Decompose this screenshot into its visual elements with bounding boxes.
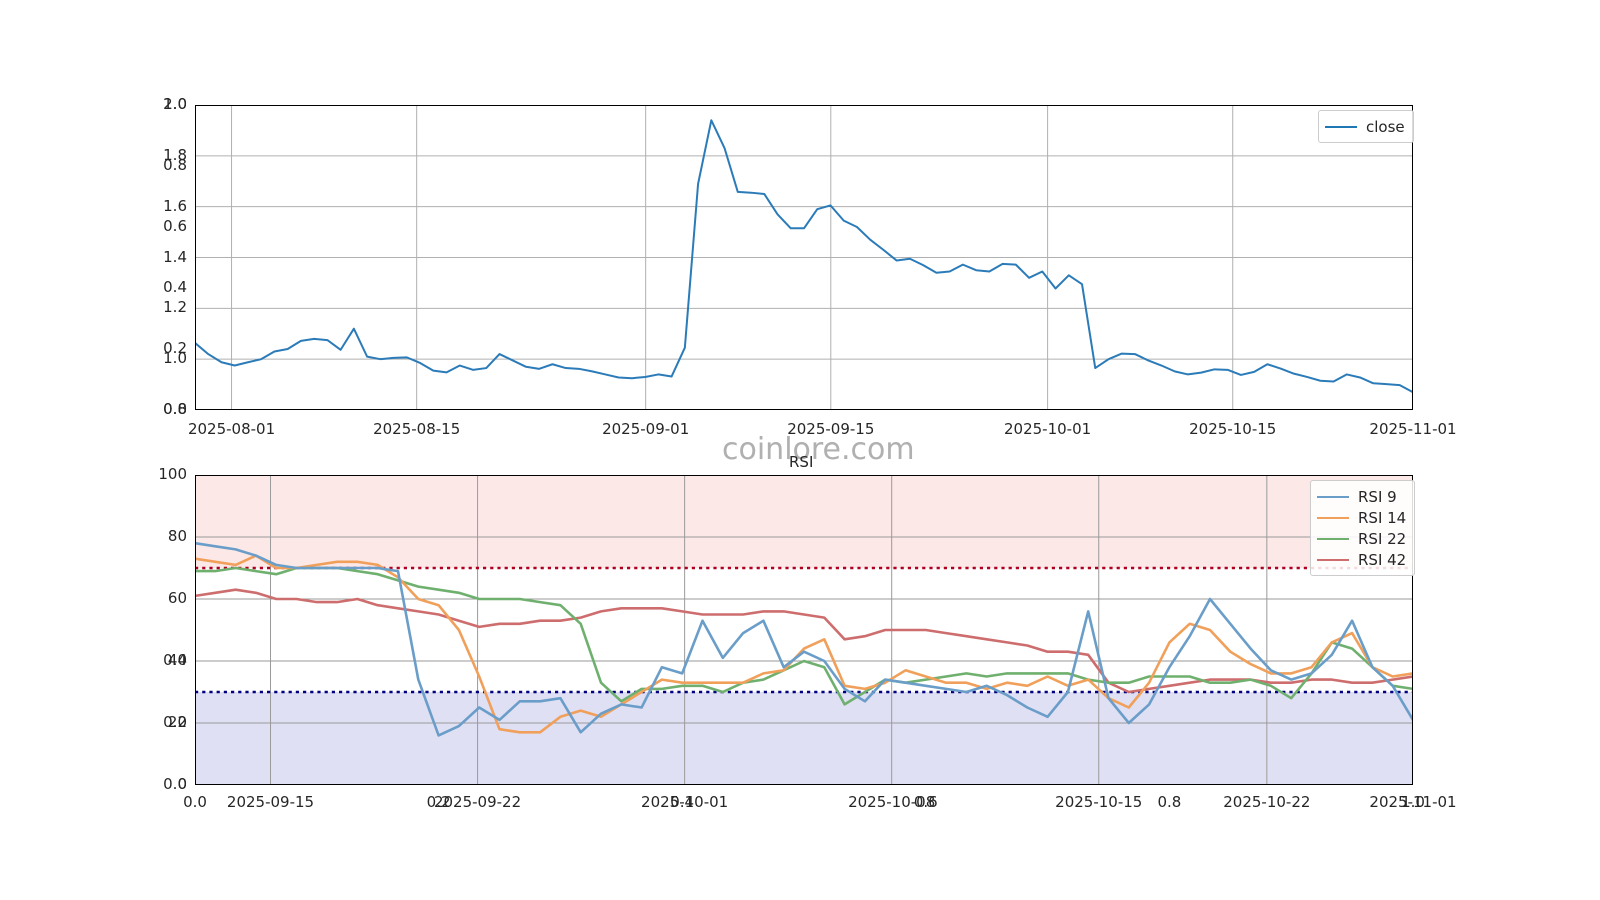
price-y-tick-secondary: 1.0	[163, 95, 187, 113]
rsi-legend[interactable]: RSI 9 RSI 14 RSI 22 RSI 42	[1310, 480, 1416, 576]
legend-label: RSI 14	[1358, 508, 1407, 527]
price-plot	[195, 105, 1413, 410]
rsi-x-tick-secondary: 0.6	[913, 793, 938, 811]
rsi-y-tick-secondary: 0.4	[163, 651, 187, 669]
legend-item-close[interactable]: close	[1325, 116, 1405, 137]
rsi-y-tick: 60	[167, 589, 187, 607]
price-x-tick: 2025-09-15	[787, 420, 875, 438]
legend-label: close	[1366, 117, 1405, 136]
rsi-x-tick-secondary: 1.0	[1401, 793, 1425, 811]
rsi-chart-panel	[195, 475, 1413, 785]
rsi-x-tick: 2025-10-01	[641, 793, 729, 811]
rsi-x-tick-secondary: 0.2	[426, 793, 451, 811]
rsi-x-tick-secondary: 0.0	[183, 793, 207, 811]
legend-item-rsi-14[interactable]: RSI 14	[1317, 507, 1406, 528]
price-y-tick: 0.8	[163, 400, 187, 418]
rsi-x-tick: 2025-11-01	[1369, 793, 1457, 811]
price-x-tick: 2025-10-15	[1189, 420, 1277, 438]
legend-swatch-icon	[1317, 495, 1349, 498]
rsi-plot	[195, 475, 1413, 785]
rsi-y-tick: 20	[167, 713, 187, 731]
price-y-tick: 1.6	[163, 196, 187, 215]
rsi-y-tick: 40	[167, 651, 187, 669]
price-y-tick: 1.2	[163, 298, 187, 317]
rsi-x-tick-secondary: 0.8	[1157, 793, 1182, 811]
rsi-y-tick-secondary: 0.0	[163, 775, 187, 793]
price-y-tick-secondary: 0.2	[163, 339, 187, 357]
price-x-tick: 2025-08-01	[187, 420, 276, 438]
price-y-tick-secondary: 0.4	[163, 278, 187, 296]
legend-swatch-icon	[1317, 558, 1349, 561]
rsi-panel-title: RSI	[789, 453, 814, 471]
price-x-tick: 2025-09-01	[602, 420, 690, 438]
rsi-x-tick: 2025-10-15	[1055, 793, 1143, 811]
price-chart-panel	[195, 105, 1413, 410]
price-y-tick: 1.4	[163, 247, 187, 266]
price-y-tick-secondary: 0.6	[163, 217, 187, 235]
price-x-tick: 2025-10-01	[1004, 420, 1092, 438]
price-x-tick: 2025-08-15	[373, 420, 461, 438]
price-x-tick: 2025-11-01	[1369, 420, 1457, 438]
price-y-tick: 2.0	[163, 95, 187, 113]
rsi-y-tick-secondary: 0.2	[163, 713, 187, 731]
legend-label: RSI 22	[1358, 529, 1407, 548]
rsi-x-tick: 2025-09-22	[433, 793, 522, 811]
rsi-x-tick-secondary: 0.4	[670, 793, 695, 811]
rsi-y-tick: 80	[167, 527, 187, 545]
rsi-x-tick: 2025-10-22	[1223, 793, 1311, 811]
legend-item-rsi-9[interactable]: RSI 9	[1317, 486, 1406, 507]
price-y-tick: 1.0	[163, 349, 187, 368]
legend-swatch-icon	[1325, 125, 1357, 128]
legend-label: RSI 9	[1358, 487, 1397, 506]
legend-swatch-icon	[1317, 516, 1349, 519]
price-y-tick-secondary: 0.0	[163, 400, 187, 418]
rsi-x-tick: 2025-10-08	[848, 793, 936, 811]
legend-item-rsi-22[interactable]: RSI 22	[1317, 528, 1406, 549]
rsi-y-tick: 100	[158, 465, 187, 483]
legend-item-rsi-42[interactable]: RSI 42	[1317, 549, 1406, 570]
price-y-tick-secondary: 0.8	[163, 156, 187, 174]
rsi-y-tick: 0	[177, 775, 187, 793]
price-legend[interactable]: close	[1318, 110, 1414, 143]
price-y-tick: 1.8	[163, 145, 187, 164]
rsi-x-tick: 2025-09-15	[226, 793, 315, 811]
legend-label: RSI 42	[1358, 550, 1407, 569]
watermark: coinlore.com	[722, 432, 915, 467]
legend-swatch-icon	[1317, 537, 1349, 540]
